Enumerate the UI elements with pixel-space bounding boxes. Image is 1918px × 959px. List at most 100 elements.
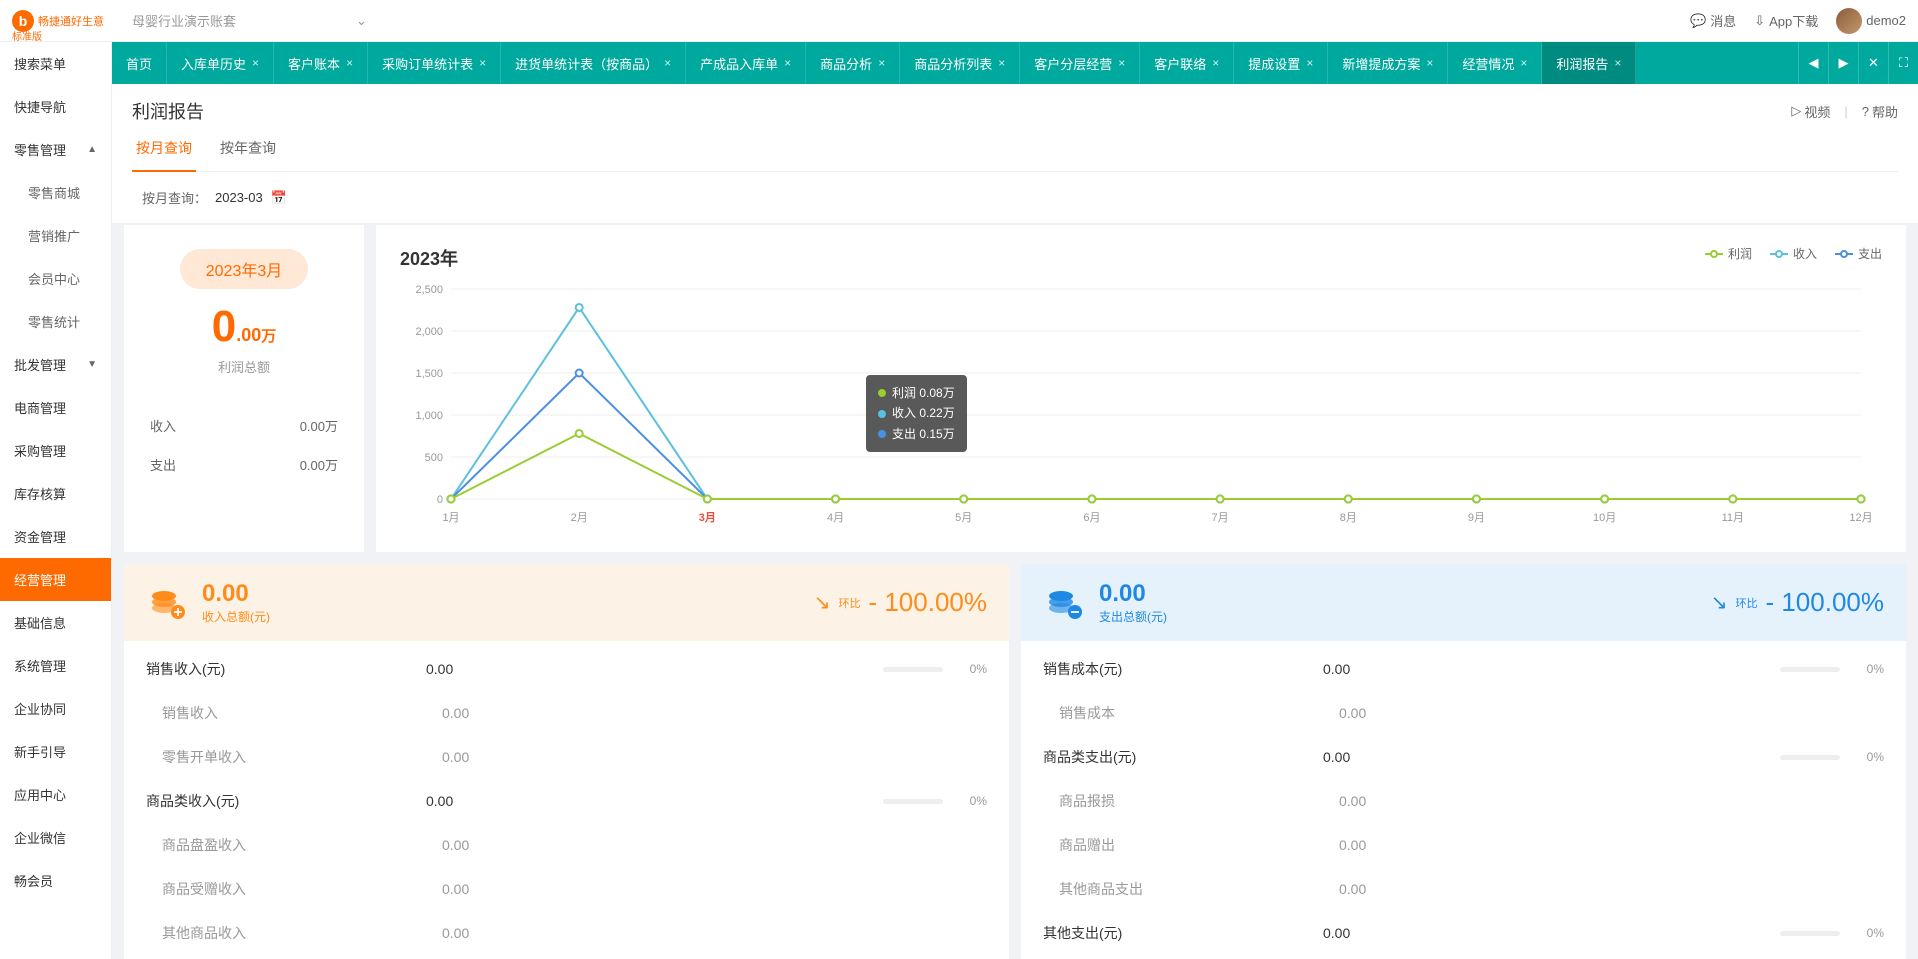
calendar-icon[interactable]: 📅 <box>271 190 287 206</box>
avatar <box>1836 8 1862 34</box>
svg-text:6月: 6月 <box>1083 512 1100 524</box>
help-link[interactable]: ? 帮助 <box>1862 102 1898 121</box>
svg-text:2,000: 2,000 <box>415 326 443 338</box>
query-date-value[interactable]: 2023-03 <box>215 190 263 205</box>
sidebar-item[interactable]: 会员中心 <box>0 257 111 300</box>
detail-row: 其他商品支出0.00 <box>1043 867 1884 911</box>
month-badge: 2023年3月 <box>180 249 309 289</box>
chart-legend: 利润 收入 支出 <box>1705 245 1882 262</box>
tab[interactable]: 客户联络× <box>1140 42 1234 84</box>
sidebar-item[interactable]: 零售统计 <box>0 300 111 343</box>
tab[interactable]: 入库单历史× <box>167 42 274 84</box>
tab-close-icon[interactable]: × <box>784 56 791 70</box>
sidebar-item[interactable]: 零售商城 <box>0 171 111 214</box>
chart-tooltip: 利润 0.08万收入 0.22万支出 0.15万 <box>866 375 967 452</box>
sidebar-item[interactable]: 畅会员 <box>0 859 111 902</box>
video-help-link[interactable]: ▷ 视频 <box>1791 102 1830 121</box>
detail-row: 其他支出(元)0.000% <box>1043 911 1884 955</box>
sidebar-item[interactable]: 应用中心 <box>0 773 111 816</box>
tabs-next[interactable]: ▶ <box>1828 42 1858 84</box>
tab[interactable]: 首页 <box>112 42 167 84</box>
expense-row: 支出0.00万 <box>144 445 344 484</box>
tab[interactable]: 经营情况× <box>1448 42 1542 84</box>
tab[interactable]: 客户账本× <box>274 42 368 84</box>
trend-down-icon: ↘ <box>814 590 831 615</box>
sidebar-item[interactable]: 系统管理 <box>0 644 111 687</box>
tabs-fullscreen[interactable]: ⛶ <box>1888 42 1918 84</box>
tab[interactable]: 产成品入库单× <box>686 42 806 84</box>
sidebar-item[interactable]: 采购管理 <box>0 429 111 472</box>
sidebar-item[interactable]: 搜索菜单 <box>0 42 111 85</box>
page-content: 利润报告 ▷ 视频 | ? 帮助 按月查询 按年查询 按月查询： 2023- <box>112 84 1918 959</box>
app-download-button[interactable]: ⇩ App下载 <box>1754 11 1818 30</box>
svg-text:2,500: 2,500 <box>415 284 443 296</box>
messages-button[interactable]: 💬 消息 <box>1690 11 1736 30</box>
sidebar-item[interactable]: 资金管理 <box>0 515 111 558</box>
legend-item: 利润 <box>1705 245 1752 262</box>
trend-down-icon: ↘ <box>1711 590 1728 615</box>
svg-text:12月: 12月 <box>1849 512 1872 524</box>
tab[interactable]: 利润报告× <box>1542 42 1636 84</box>
income-label: 收入总额(元) <box>202 608 270 625</box>
sidebar-item[interactable]: 经营管理 <box>0 558 111 601</box>
tabs-close-all[interactable]: ✕ <box>1858 42 1888 84</box>
svg-text:4月: 4月 <box>827 512 844 524</box>
sidebar-item[interactable]: 企业协同 <box>0 687 111 730</box>
profit-label: 利润总额 <box>144 357 344 376</box>
account-selector[interactable]: 母婴行业演示账套 ⌄ <box>132 11 367 30</box>
income-row: 收入0.00万 <box>144 406 344 445</box>
svg-text:2月: 2月 <box>571 512 588 524</box>
tab[interactable]: 采购订单统计表× <box>368 42 501 84</box>
sidebar-item[interactable]: 批发管理▼ <box>0 343 111 386</box>
sidebar-item[interactable]: 电商管理 <box>0 386 111 429</box>
sidebar-item[interactable]: 新手引导 <box>0 730 111 773</box>
tab[interactable]: 客户分层经营× <box>1020 42 1140 84</box>
brand-text: 畅捷通好生意 <box>38 13 104 29</box>
user-menu[interactable]: demo2 <box>1836 8 1906 34</box>
tab-close-icon[interactable]: × <box>1520 56 1527 70</box>
tab-close-icon[interactable]: × <box>664 56 671 70</box>
tab[interactable]: 商品分析列表× <box>900 42 1020 84</box>
tab-close-icon[interactable]: × <box>252 56 259 70</box>
tab-close-icon[interactable]: × <box>346 56 353 70</box>
tab[interactable]: 提成设置× <box>1234 42 1328 84</box>
message-icon: 💬 <box>1690 13 1706 29</box>
sidebar-item[interactable]: 库存核算 <box>0 472 111 515</box>
tab[interactable]: 商品分析× <box>806 42 900 84</box>
detail-row: 商品受赠收入0.00 <box>146 867 987 911</box>
tab[interactable]: 进货单统计表（按商品）× <box>501 42 686 84</box>
summary-card: 2023年3月 0.00万 利润总额 收入0.00万 支出0.00万 <box>124 225 364 552</box>
tab[interactable]: 新增提成方案× <box>1328 42 1448 84</box>
svg-text:1月: 1月 <box>442 512 459 524</box>
tab-close-icon[interactable]: × <box>479 56 486 70</box>
tab-close-icon[interactable]: × <box>1118 56 1125 70</box>
tab-month-query[interactable]: 按月查询 <box>132 138 196 172</box>
download-icon: ⇩ <box>1754 13 1765 29</box>
tab-close-icon[interactable]: × <box>878 56 885 70</box>
legend-item: 支出 <box>1835 245 1882 262</box>
detail-row: 商品盘盈收入0.00 <box>146 823 987 867</box>
tab-close-icon[interactable]: × <box>1426 56 1433 70</box>
sidebar-item[interactable]: 企业微信 <box>0 816 111 859</box>
tab-close-icon[interactable]: × <box>1614 56 1621 70</box>
income-pct: - 100.00% <box>868 587 987 618</box>
sidebar-item[interactable]: 营销推广 <box>0 214 111 257</box>
svg-text:9月: 9月 <box>1468 512 1485 524</box>
expense-pct: - 100.00% <box>1765 587 1884 618</box>
top-header: b 畅捷通好生意 标准版 母婴行业演示账套 ⌄ 💬 消息 ⇩ App下载 dem… <box>0 0 1918 42</box>
tabs-prev[interactable]: ◀ <box>1798 42 1828 84</box>
tab-year-query[interactable]: 按年查询 <box>216 138 280 171</box>
tab-close-icon[interactable]: × <box>998 56 1005 70</box>
expense-label: 支出总额(元) <box>1099 608 1167 625</box>
tab-close-icon[interactable]: × <box>1306 56 1313 70</box>
svg-text:0: 0 <box>437 494 443 506</box>
sidebar-item[interactable]: 零售管理▲ <box>0 128 111 171</box>
tab-close-icon[interactable]: × <box>1212 56 1219 70</box>
sidebar-item[interactable]: 快捷导航 <box>0 85 111 128</box>
brand-sub: 标准版 <box>12 28 42 43</box>
sidebar-item[interactable]: 基础信息 <box>0 601 111 644</box>
svg-text:10月: 10月 <box>1593 512 1616 524</box>
tabs-bar: 首页入库单历史×客户账本×采购订单统计表×进货单统计表（按商品）×产成品入库单×… <box>112 42 1918 84</box>
detail-row: 销售收入0.00 <box>146 691 987 735</box>
legend-item: 收入 <box>1770 245 1817 262</box>
